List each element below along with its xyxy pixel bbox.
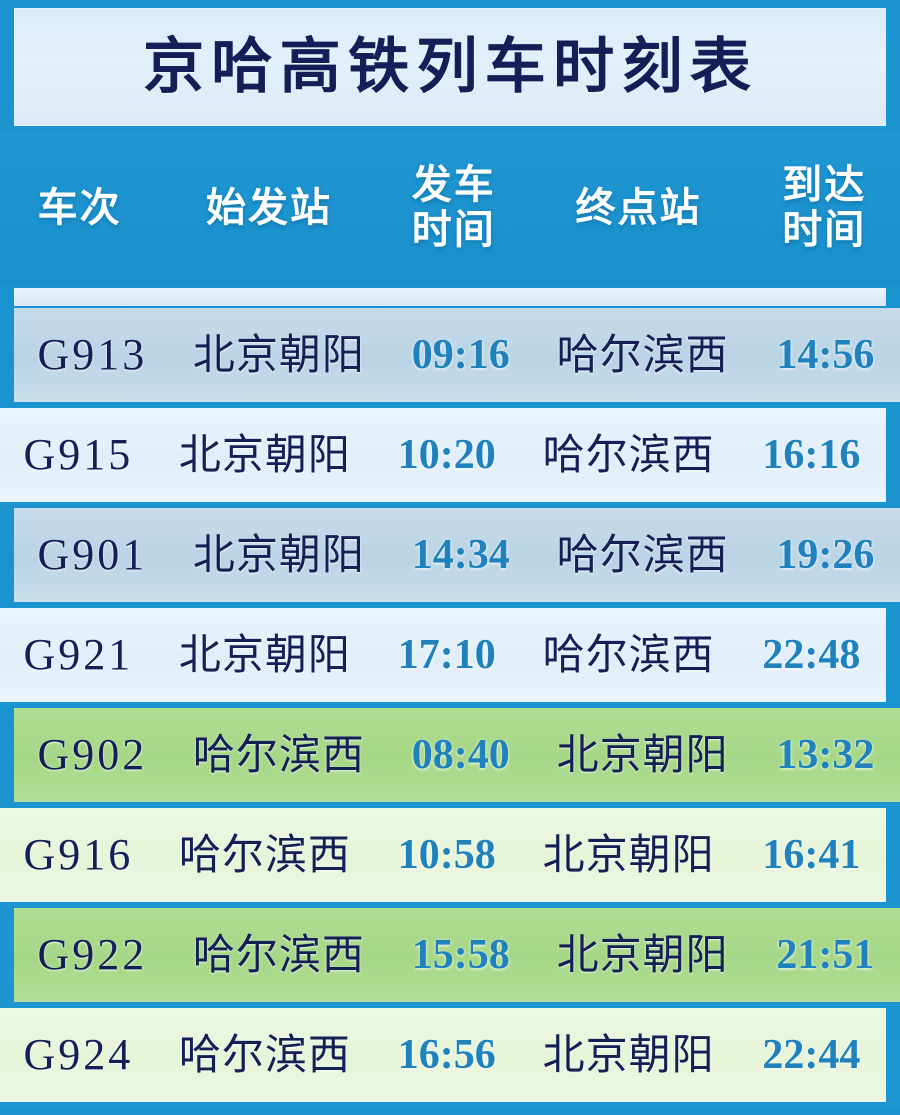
cell-departure-time: 10:58 [397,832,496,878]
cell-from-station: 北京朝阳 [178,431,351,478]
cell-from-station: 哈尔滨西 [192,931,365,978]
column-header-departure-time: 发车 时间 [379,163,529,253]
cell-from-station: 哈尔滨西 [178,831,351,878]
table-row[interactable]: G924 哈尔滨西 16:56 北京朝阳 22:44 [0,1008,886,1102]
column-header-arrival-time: 到达 时间 [748,163,900,253]
cell-to-station: 北京朝阳 [556,731,729,778]
column-header-label-line: 车次 [37,185,122,230]
table-row[interactable]: G902 哈尔滨西 08:40 北京朝阳 13:32 [14,708,900,802]
cell-train-number: G921 [23,630,134,679]
cell-departure-time: 10:20 [397,432,496,478]
column-header-label-line: 时间 [411,208,496,252]
cell-from-station: 北京朝阳 [178,631,351,678]
column-header-to-station: 终点站 [529,186,749,231]
cell-from-station: 北京朝阳 [192,331,365,378]
table-row[interactable]: G922 哈尔滨西 15:58 北京朝阳 21:51 [14,908,900,1002]
table-header-row: 车次 始发站 发车 时间 终点站 到达 时间 [0,130,900,286]
table-body: G913 北京朝阳 09:16 哈尔滨西 14:56 G915 北京朝阳 10:20 哈尔滨西 1… [0,308,900,1108]
cell-to-station: 北京朝阳 [556,931,729,978]
cell-to-station: 哈尔滨西 [556,531,729,578]
header-separator [14,288,886,306]
cell-arrival-time: 13:32 [776,732,875,778]
cell-train-number: G924 [23,1030,134,1079]
column-header-label-line: 发车 [411,163,496,208]
cell-train-number: G922 [37,930,148,979]
cell-to-station: 哈尔滨西 [556,331,729,378]
bottom-strip [0,1107,900,1115]
cell-arrival-time: 22:48 [762,632,861,678]
column-header-train-no: 车次 [0,186,159,231]
column-header-label-line: 终点站 [575,185,702,230]
page-title: 京哈高铁列车时刻表 [142,33,758,100]
table-row[interactable]: G916 哈尔滨西 10:58 北京朝阳 16:41 [0,808,886,902]
column-header-label-line: 到达 [782,163,867,208]
cell-arrival-time: 22:44 [762,1032,861,1078]
column-header-label-line: 时间 [782,208,867,252]
cell-departure-time: 08:40 [411,732,510,778]
cell-departure-time: 09:16 [411,332,510,378]
table-row[interactable]: G921 北京朝阳 17:10 哈尔滨西 22:48 [0,608,886,702]
cell-departure-time: 16:56 [397,1032,496,1078]
cell-to-station: 哈尔滨西 [542,631,715,678]
cell-arrival-time: 19:26 [776,532,875,578]
cell-train-number: G902 [37,730,148,779]
cell-to-station: 哈尔滨西 [542,431,715,478]
table-row[interactable]: G913 北京朝阳 09:16 哈尔滨西 14:56 [14,308,900,402]
cell-departure-time: 14:34 [411,532,510,578]
cell-from-station: 哈尔滨西 [192,731,365,778]
cell-arrival-time: 16:16 [762,432,861,478]
cell-departure-time: 15:58 [411,932,510,978]
table-row[interactable]: G915 北京朝阳 10:20 哈尔滨西 16:16 [0,408,886,502]
cell-departure-time: 17:10 [397,632,496,678]
cell-train-number: G916 [23,830,134,879]
column-header-label-line: 始发站 [206,185,333,230]
cell-arrival-time: 14:56 [776,332,875,378]
cell-arrival-time: 21:51 [776,932,875,978]
cell-train-number: G913 [37,330,148,379]
cell-train-number: G901 [37,530,148,579]
title-banner: 京哈高铁列车时刻表 [14,8,886,126]
cell-train-number: G915 [23,430,134,479]
cell-to-station: 北京朝阳 [542,831,715,878]
table-row[interactable]: G901 北京朝阳 14:34 哈尔滨西 19:26 [14,508,900,602]
cell-arrival-time: 16:41 [762,832,861,878]
cell-from-station: 哈尔滨西 [178,1031,351,1078]
cell-from-station: 北京朝阳 [192,531,365,578]
column-header-from-station: 始发站 [159,186,379,231]
cell-to-station: 北京朝阳 [542,1031,715,1078]
